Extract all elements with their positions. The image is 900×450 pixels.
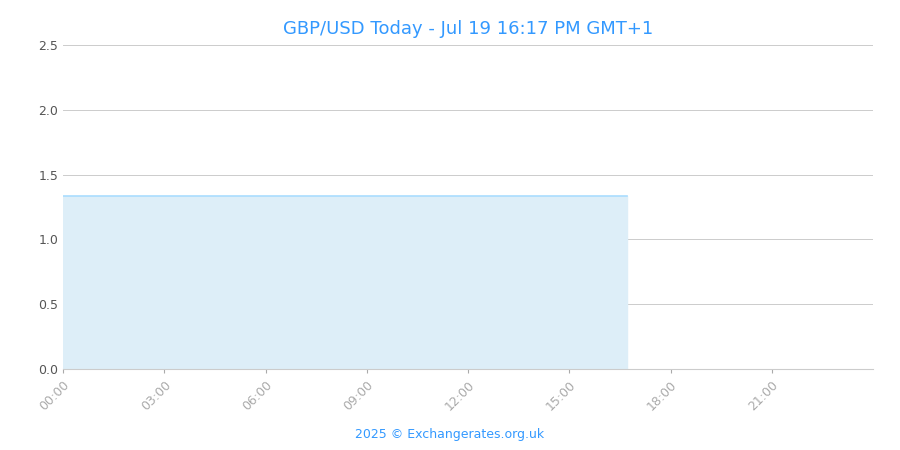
Text: 2025 © Exchangerates.org.uk: 2025 © Exchangerates.org.uk [356, 428, 544, 441]
Title: GBP/USD Today - Jul 19 16:17 PM GMT+1: GBP/USD Today - Jul 19 16:17 PM GMT+1 [283, 20, 653, 38]
